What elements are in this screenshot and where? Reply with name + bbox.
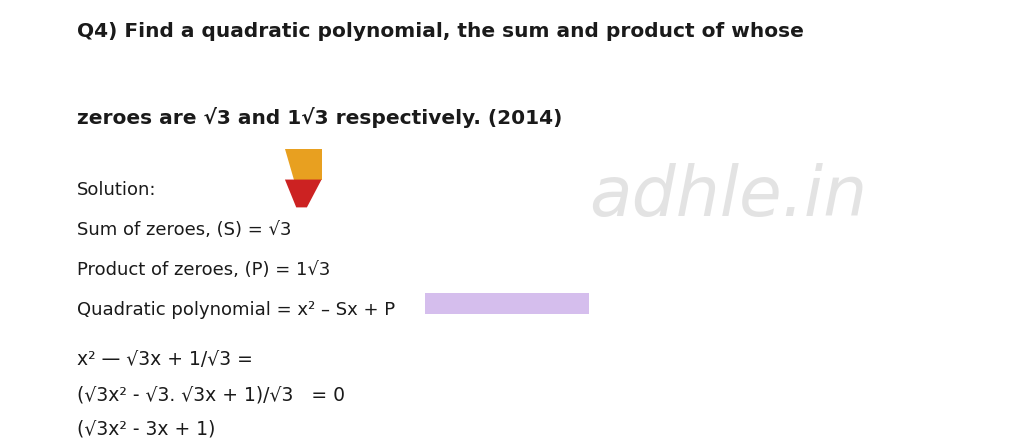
Text: Solution:: Solution:	[77, 181, 157, 198]
Polygon shape	[285, 180, 322, 207]
Text: Sum of zeroes, (S) = √3: Sum of zeroes, (S) = √3	[77, 221, 291, 239]
Polygon shape	[285, 149, 322, 180]
Text: adhle.in: adhle.in	[589, 163, 867, 230]
Text: Q4) Find a quadratic polynomial, the sum and product of whose: Q4) Find a quadratic polynomial, the sum…	[77, 22, 804, 41]
FancyBboxPatch shape	[425, 293, 589, 314]
Text: Product of zeroes, (P) = 1√3: Product of zeroes, (P) = 1√3	[77, 261, 330, 279]
Text: Quadratic polynomial = x² – Sx + P: Quadratic polynomial = x² – Sx + P	[77, 301, 395, 319]
Text: x² — √3x + 1/√3 =: x² — √3x + 1/√3 =	[77, 350, 253, 369]
Text: (√3x² - √3. √3x + 1)/√3   = 0: (√3x² - √3. √3x + 1)/√3 = 0	[77, 386, 345, 405]
Text: zeroes are √3 and 1√3 respectively. (2014): zeroes are √3 and 1√3 respectively. (201…	[77, 107, 562, 128]
Text: (√3x² - 3x + 1): (√3x² - 3x + 1)	[77, 419, 215, 438]
